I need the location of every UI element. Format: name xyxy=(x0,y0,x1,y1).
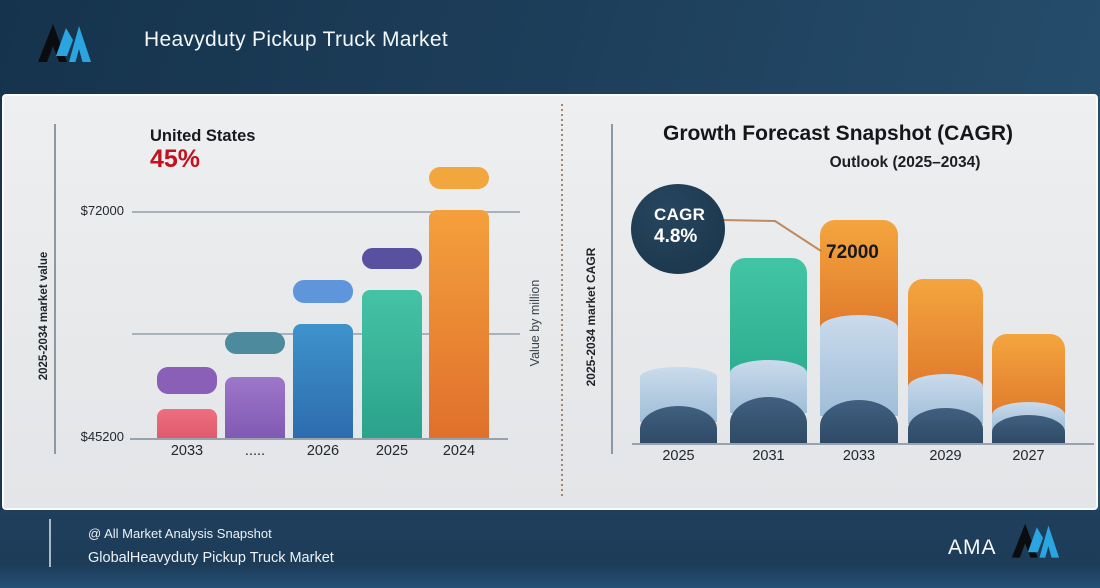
x-label-2033: 2033 xyxy=(170,443,204,459)
bar-cap-2025 xyxy=(362,248,422,269)
bar-segment-orange xyxy=(820,220,898,329)
bar-segment-teal xyxy=(730,258,807,374)
stacked-bar-2029 xyxy=(908,279,983,443)
right-bar-chart: 2025 2031 2033 2029 2027 xyxy=(4,96,1096,508)
bar-segment-orange xyxy=(908,279,983,388)
bar-2026 xyxy=(293,324,353,438)
x-label-2027: 2027 xyxy=(1012,448,1045,464)
left-x-axis xyxy=(130,438,508,440)
bar-segment-light_blue xyxy=(820,315,898,416)
stacked-bar-2033 xyxy=(820,220,898,443)
right-chart-subtitle: Outlook (2025–2034) xyxy=(829,154,981,171)
region-label: United States xyxy=(150,127,256,145)
bar-segment-dark_navy xyxy=(640,406,717,443)
stacked-bar-2027 xyxy=(992,334,1065,443)
page-title: Heavyduty Pickup Truck Market xyxy=(144,28,448,51)
bar-..... xyxy=(225,377,285,438)
x-label-2033: 2033 xyxy=(842,448,876,464)
bar-2033 xyxy=(157,409,217,438)
cagr-badge-label: CAGR xyxy=(654,205,706,224)
x-label-2025: 2025 xyxy=(662,448,695,464)
footer-note: @ All Market Analysis Snapshot xyxy=(88,526,272,541)
ytick-bottom: $45200 xyxy=(80,429,124,444)
bar-cap-2026 xyxy=(293,280,353,303)
x-label-.....: ..... xyxy=(244,443,266,459)
footer-brand-text: AMA xyxy=(948,536,997,559)
x-label-2026: 2026 xyxy=(306,443,340,459)
panel-divider xyxy=(561,104,563,498)
bar-segment-dark_navy xyxy=(908,408,983,443)
bar-cap-2024 xyxy=(429,167,489,189)
gridline-72000 xyxy=(132,211,520,213)
x-label-2025: 2025 xyxy=(375,443,409,459)
left-bar-chart: 2033..... 2026 2025 2024 xyxy=(4,96,1096,508)
x-label-2031: 2031 xyxy=(752,448,785,464)
bar-segment-dark_navy xyxy=(730,397,807,443)
stacked-bar-2025 xyxy=(640,367,717,443)
footer-bar: @ All Market Analysis Snapshot GlobalHea… xyxy=(0,510,1100,588)
left-y-axis xyxy=(54,124,56,454)
footer-separator xyxy=(49,519,51,567)
bar-2024 xyxy=(429,210,489,438)
cagr-badge-value: 4.8% xyxy=(654,226,698,247)
bar-cap-2033 xyxy=(157,367,217,394)
header-bar: Heavyduty Pickup Truck Market xyxy=(0,0,1100,94)
cagr-badge: CAGR 4.8% xyxy=(631,184,725,274)
ytick-top: $72000 xyxy=(80,203,124,218)
bar-segment-dark_navy xyxy=(820,400,898,443)
x-label-2029: 2029 xyxy=(929,448,962,464)
right-y-axis xyxy=(611,124,613,454)
bar-annotation-72000: 72000 xyxy=(826,242,879,263)
stacked-bar-2031 xyxy=(730,258,807,443)
x-label-2024: 2024 xyxy=(442,443,476,459)
charts-panel: 2025-2034 market value $72000 $45200 Uni… xyxy=(2,94,1098,510)
bar-segment-dark_navy xyxy=(992,415,1065,443)
highlight-percent: 45% xyxy=(150,145,201,173)
ama-logo-footer-icon xyxy=(1011,523,1060,558)
right-x-axis xyxy=(632,443,1094,445)
bar-2025 xyxy=(362,290,422,438)
footer-market-title: GlobalHeavyduty Pickup Truck Market xyxy=(88,550,334,566)
right-chart-title: Growth Forecast Snapshot (CAGR) xyxy=(662,122,1014,145)
ama-logo-icon xyxy=(38,24,91,62)
bar-cap-..... xyxy=(225,332,285,354)
